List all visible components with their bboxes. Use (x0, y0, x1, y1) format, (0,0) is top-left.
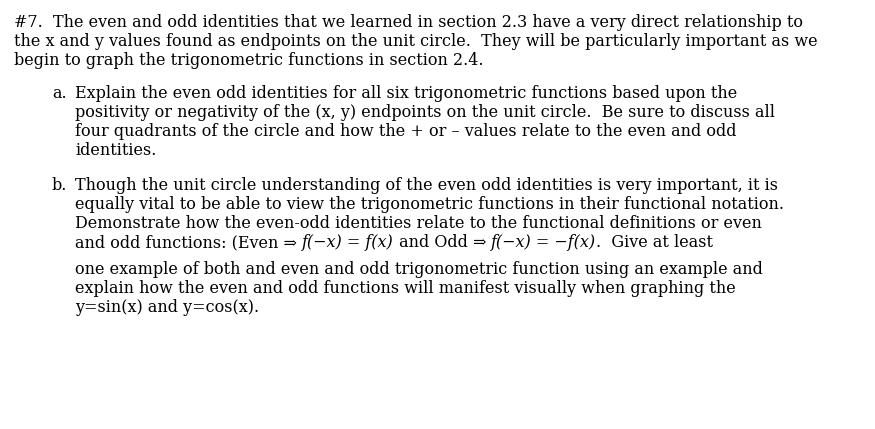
Text: equally vital to be able to view the trigonometric functions in their functional: equally vital to be able to view the tri… (75, 196, 784, 213)
Text: one example of both and even and odd trigonometric function using an example and: one example of both and even and odd tri… (75, 261, 763, 278)
Text: a.: a. (52, 85, 66, 102)
Text: positivity or negativity of the (x, y) endpoints on the unit circle.  Be sure to: positivity or negativity of the (x, y) e… (75, 104, 775, 121)
Text: .  Give at least: . Give at least (597, 234, 713, 251)
Text: explain how the even and odd functions will manifest visually when graphing the: explain how the even and odd functions w… (75, 280, 736, 297)
Text: begin to graph the trigonometric functions in section 2.4.: begin to graph the trigonometric functio… (14, 52, 484, 69)
Text: Though the unit circle understanding of the even odd identities is very importan: Though the unit circle understanding of … (75, 177, 778, 194)
Text: b.: b. (52, 177, 67, 194)
Text: four quadrants of the circle and how the + or – values relate to the even and od: four quadrants of the circle and how the… (75, 123, 737, 140)
Text: and odd functions: (Even ⇒: and odd functions: (Even ⇒ (75, 234, 302, 251)
Text: the x and y values found as endpoints on the unit circle.  They will be particul: the x and y values found as endpoints on… (14, 33, 817, 50)
Text: y=sin(x) and y=cos(x).: y=sin(x) and y=cos(x). (75, 299, 259, 316)
Text: Demonstrate how the even-odd identities relate to the functional definitions or : Demonstrate how the even-odd identities … (75, 215, 762, 232)
Text: identities.: identities. (75, 142, 157, 159)
Text: Explain the even odd identities for all six trigonometric functions based upon t: Explain the even odd identities for all … (75, 85, 738, 102)
Text: and Odd ⇒: and Odd ⇒ (394, 234, 491, 251)
Text: f(−x) = f(x): f(−x) = f(x) (302, 234, 394, 251)
Text: f(−x) = −f(x): f(−x) = −f(x) (491, 234, 597, 251)
Text: #7.  The even and odd identities that we learned in section 2.3 have a very dire: #7. The even and odd identities that we … (14, 14, 803, 31)
